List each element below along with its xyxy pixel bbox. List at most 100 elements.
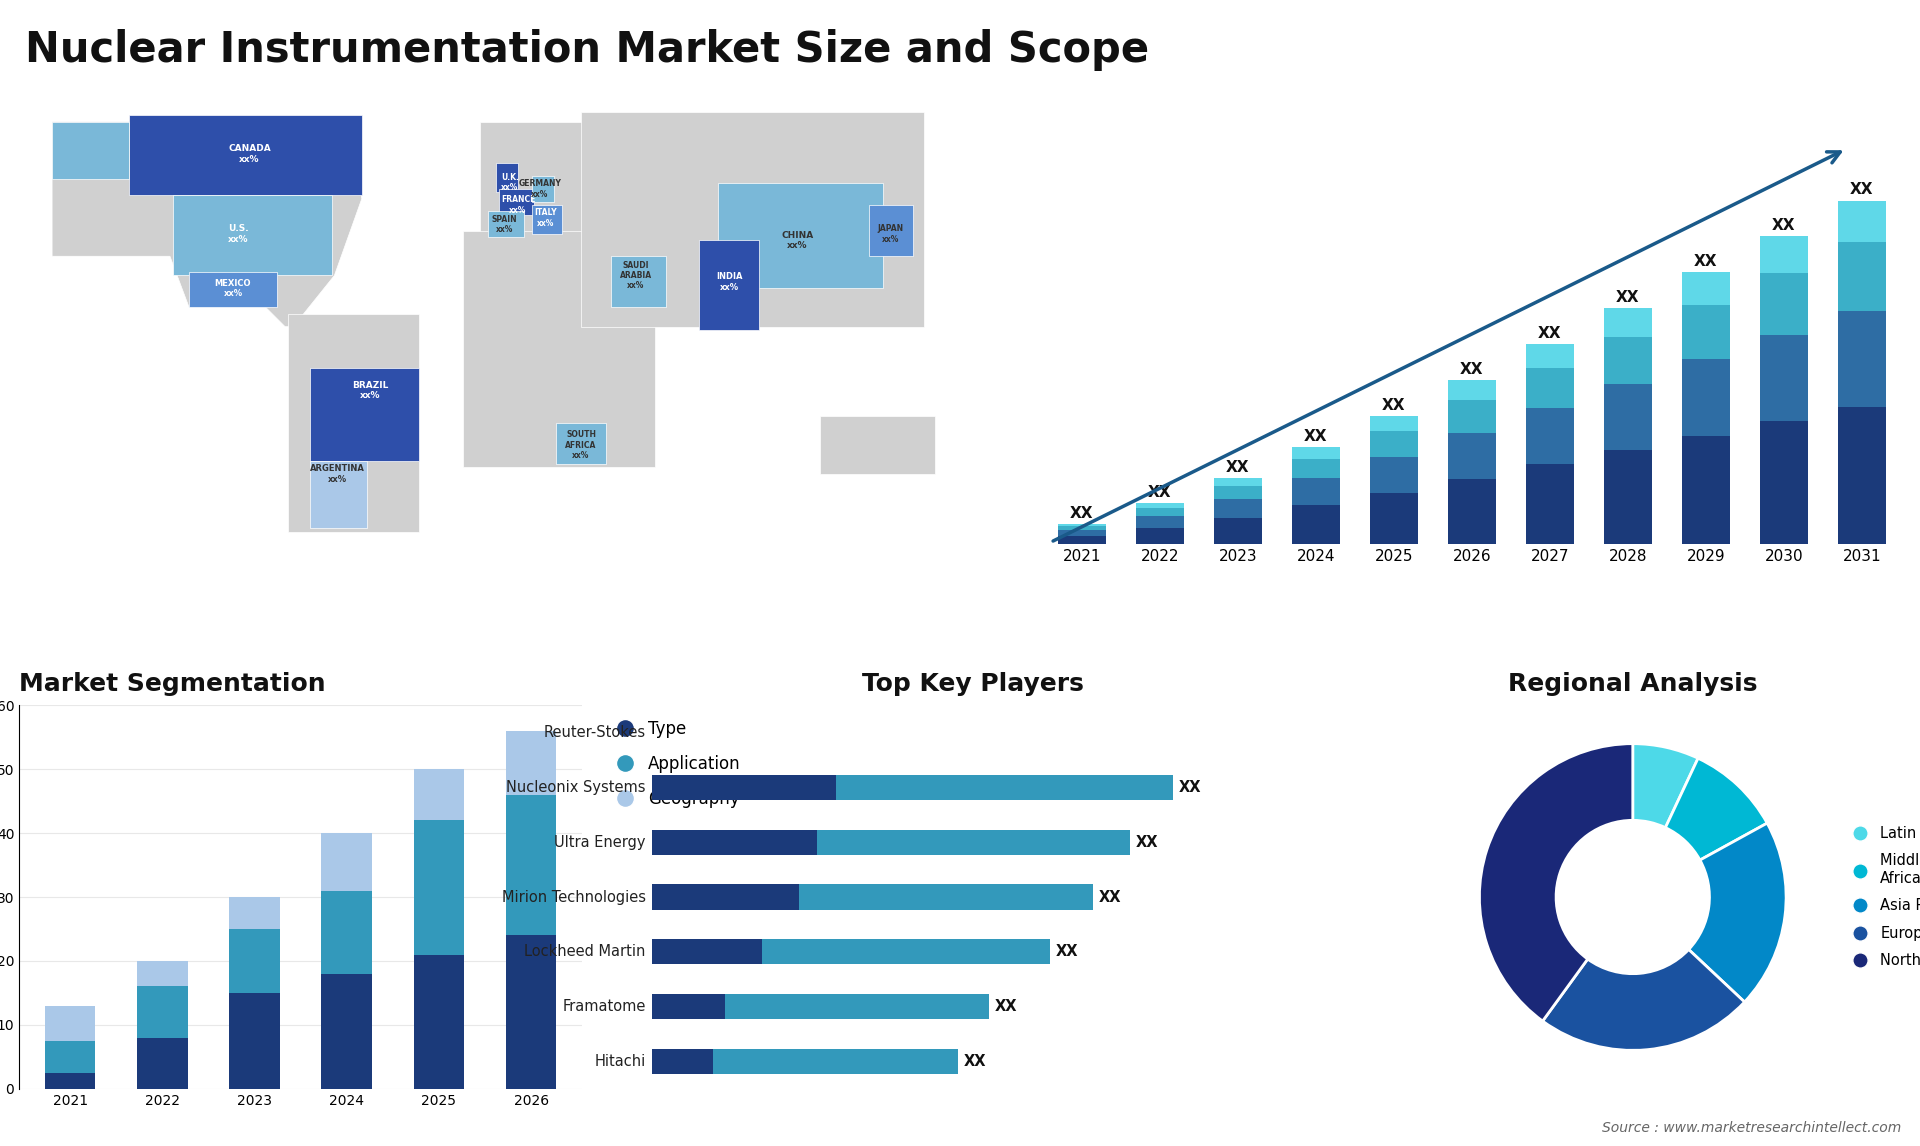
Text: XX: XX <box>995 999 1018 1014</box>
Bar <box>1759 335 1809 422</box>
Bar <box>1292 458 1340 478</box>
Bar <box>1603 308 1651 337</box>
Bar <box>44 1041 96 1073</box>
Bar <box>1135 503 1185 508</box>
Polygon shape <box>309 368 419 461</box>
Bar <box>136 987 188 1037</box>
Bar <box>799 885 1092 910</box>
Bar <box>1526 344 1574 368</box>
Bar <box>1448 433 1496 479</box>
Bar <box>1213 499 1261 518</box>
Text: XX: XX <box>1851 182 1874 197</box>
Bar <box>651 994 726 1019</box>
Polygon shape <box>499 189 534 214</box>
Text: FRANCE
xx%: FRANCE xx% <box>501 195 536 214</box>
Text: Lockheed Martin: Lockheed Martin <box>524 944 645 959</box>
Text: XX: XX <box>1056 944 1079 959</box>
Wedge shape <box>1542 950 1745 1051</box>
Polygon shape <box>718 182 883 289</box>
Bar <box>1526 408 1574 464</box>
Text: CANADA
xx%: CANADA xx% <box>228 144 271 164</box>
Bar <box>1058 536 1106 544</box>
Bar <box>651 1049 712 1074</box>
Text: XX: XX <box>964 1054 987 1069</box>
Bar <box>762 940 1050 965</box>
Bar <box>1369 431 1419 457</box>
Text: XX: XX <box>1179 780 1202 795</box>
Bar <box>1837 407 1885 544</box>
Bar <box>44 1073 96 1089</box>
Text: Reuter-Stokes: Reuter-Stokes <box>543 725 645 740</box>
Polygon shape <box>488 212 524 237</box>
Polygon shape <box>699 241 758 330</box>
Bar <box>1682 305 1730 360</box>
Text: Ultra Energy: Ultra Energy <box>555 834 645 849</box>
Bar <box>413 955 465 1089</box>
Bar <box>228 929 280 992</box>
Polygon shape <box>309 461 367 528</box>
Bar <box>1759 236 1809 274</box>
Bar <box>1292 478 1340 505</box>
Bar <box>1603 337 1651 384</box>
Text: ITALY
xx%: ITALY xx% <box>534 209 557 228</box>
Text: XX: XX <box>1148 485 1171 500</box>
Text: JAPAN
xx%: JAPAN xx% <box>877 225 904 244</box>
Bar <box>1058 531 1106 536</box>
Text: ARGENTINA
xx%: ARGENTINA xx% <box>309 464 365 484</box>
Bar <box>1759 422 1809 544</box>
Text: XX: XX <box>1459 362 1484 377</box>
Bar <box>1292 505 1340 544</box>
Bar <box>1448 400 1496 433</box>
Text: XX: XX <box>1772 219 1795 234</box>
Polygon shape <box>190 273 276 307</box>
Text: SPAIN
xx%: SPAIN xx% <box>492 214 516 234</box>
Text: XX: XX <box>1382 398 1405 413</box>
Bar <box>1603 450 1651 544</box>
Polygon shape <box>52 121 129 180</box>
Text: Framatome: Framatome <box>563 999 645 1014</box>
Bar <box>321 974 372 1089</box>
Text: Source : www.marketresearchintellect.com: Source : www.marketresearchintellect.com <box>1601 1121 1901 1135</box>
Bar <box>1448 380 1496 400</box>
Text: INDIA
xx%: INDIA xx% <box>716 272 743 291</box>
Bar <box>651 885 799 910</box>
Polygon shape <box>463 230 655 468</box>
Polygon shape <box>820 416 935 474</box>
Bar <box>413 769 465 821</box>
Text: GERMANY
xx%: GERMANY xx% <box>518 179 561 198</box>
Bar <box>1135 508 1185 517</box>
Circle shape <box>1574 839 1692 956</box>
Bar <box>1135 517 1185 528</box>
Bar <box>726 994 989 1019</box>
Bar <box>1837 201 1885 242</box>
Text: XX: XX <box>1137 834 1158 849</box>
Bar <box>712 1049 958 1074</box>
Polygon shape <box>611 257 666 307</box>
Polygon shape <box>173 196 332 275</box>
Bar <box>1292 447 1340 458</box>
Legend: Latin America, Middle East &
Africa, Asia Pacific, Europe, North America: Latin America, Middle East & Africa, Asi… <box>1839 821 1920 974</box>
Bar <box>1526 464 1574 544</box>
Text: XX: XX <box>1617 290 1640 305</box>
Text: XX: XX <box>1069 505 1094 520</box>
Bar <box>1213 486 1261 499</box>
Text: XX: XX <box>1693 254 1718 269</box>
Bar <box>651 775 835 800</box>
Text: U.K.
xx%: U.K. xx% <box>501 173 518 193</box>
Text: Mirion Technologies: Mirion Technologies <box>501 889 645 904</box>
Polygon shape <box>129 116 361 196</box>
Bar <box>1682 273 1730 305</box>
Text: XX: XX <box>1098 889 1121 904</box>
Bar <box>44 1006 96 1041</box>
Bar <box>228 897 280 929</box>
Polygon shape <box>52 121 361 327</box>
Bar <box>818 830 1129 855</box>
Bar <box>136 1037 188 1089</box>
Bar <box>1603 384 1651 450</box>
Bar <box>1213 518 1261 544</box>
Text: XX: XX <box>1227 460 1250 474</box>
Text: U.S.
xx%: U.S. xx% <box>228 225 250 244</box>
Text: XX: XX <box>1538 327 1561 342</box>
Bar <box>1213 478 1261 486</box>
Bar <box>1837 242 1885 311</box>
